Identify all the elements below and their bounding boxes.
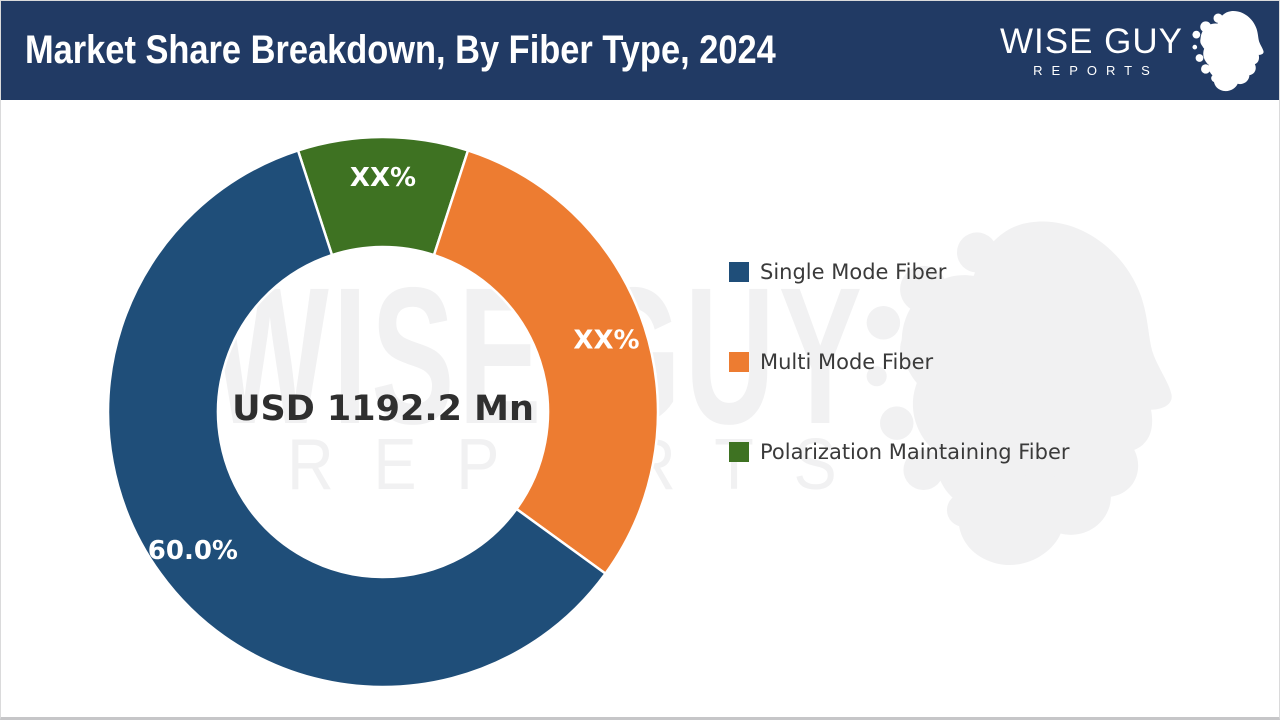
legend-label: Single Mode Fiber (760, 260, 947, 284)
legend: Single Mode Fiber Multi Mode Fiber Polariz… (729, 257, 1070, 527)
page-title: Market Share Breakdown, By Fiber Type, 2… (25, 28, 776, 72)
donut-slice-single-mode-fiber (106, 149, 607, 689)
legend-swatch-icon (729, 262, 749, 282)
chart-center-value: USD 1192.2 Mn (232, 389, 534, 429)
donut-slice-multi-mode-fiber (432, 149, 660, 575)
slice-label: 60.0% (148, 536, 238, 566)
legend-item: Polarization Maintaining Fiber (729, 437, 1070, 467)
legend-label: Multi Mode Fiber (760, 350, 934, 374)
donut-chart: XX% XX% 60.0% (106, 135, 660, 689)
legend-item: Multi Mode Fiber (729, 347, 1070, 377)
logo-subtext: REPORTS (1033, 62, 1159, 78)
logo-wordmark: WISE GUY (999, 22, 1183, 62)
legend-item: Single Mode Fiber (729, 257, 1070, 287)
legend-label: Polarization Maintaining Fiber (760, 440, 1070, 464)
legend-swatch-icon (729, 352, 749, 372)
wiseguy-face-icon (1192, 11, 1264, 92)
slice-label: XX% (350, 163, 416, 193)
slice-label: XX% (573, 325, 639, 355)
wiseguy-logo: WISE GUY REPORTS (1000, 8, 1265, 94)
logo-text: WISE GUY REPORTS (999, 22, 1183, 78)
legend-swatch-icon (729, 442, 749, 462)
header: Market Share Breakdown, By Fiber Type, 2… (1, 1, 1279, 100)
